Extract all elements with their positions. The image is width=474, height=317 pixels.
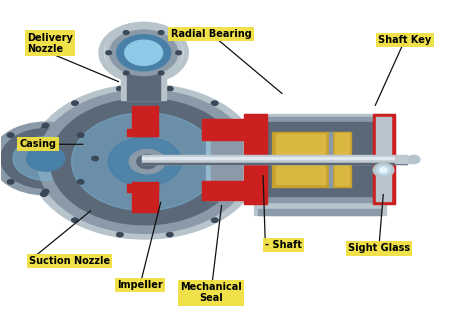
Bar <box>132 182 158 212</box>
Circle shape <box>117 232 123 237</box>
Circle shape <box>13 137 78 180</box>
Bar <box>121 70 166 100</box>
Circle shape <box>108 137 182 186</box>
Circle shape <box>242 192 249 196</box>
Circle shape <box>254 159 260 164</box>
Text: Suction Nozzle: Suction Nozzle <box>29 256 110 266</box>
Bar <box>201 181 251 199</box>
Bar <box>206 121 246 199</box>
Circle shape <box>27 146 64 171</box>
Bar <box>276 134 325 184</box>
Bar <box>135 97 152 100</box>
Circle shape <box>42 189 49 194</box>
Text: - Shaft: - Shaft <box>265 240 302 250</box>
Text: Delivery
Nozzle: Delivery Nozzle <box>27 33 73 54</box>
Bar <box>50 146 150 171</box>
Bar <box>273 132 329 187</box>
Circle shape <box>373 163 394 177</box>
Text: Impeller: Impeller <box>117 280 163 290</box>
Text: Sight Glass: Sight Glass <box>348 243 410 254</box>
Circle shape <box>380 168 387 173</box>
Circle shape <box>137 155 157 169</box>
Bar <box>46 141 155 176</box>
Bar <box>258 209 381 215</box>
Circle shape <box>376 165 391 175</box>
Bar <box>201 119 251 139</box>
Bar <box>128 128 158 136</box>
Circle shape <box>72 101 78 105</box>
Circle shape <box>92 156 99 161</box>
Circle shape <box>37 90 252 233</box>
Circle shape <box>158 71 164 75</box>
Bar <box>256 122 383 196</box>
Circle shape <box>211 101 218 105</box>
Circle shape <box>176 51 182 55</box>
Circle shape <box>129 150 165 174</box>
Bar <box>254 203 386 215</box>
Bar <box>248 117 392 202</box>
Bar <box>395 156 413 163</box>
Bar <box>332 132 351 187</box>
Circle shape <box>7 133 14 137</box>
Text: Casing: Casing <box>19 139 56 149</box>
Text: Shaft Key: Shaft Key <box>378 35 431 45</box>
Circle shape <box>41 127 47 132</box>
Circle shape <box>109 30 178 75</box>
Bar <box>244 114 267 204</box>
Bar <box>128 184 158 192</box>
Circle shape <box>77 133 84 137</box>
Circle shape <box>1 129 90 188</box>
Bar <box>143 163 407 164</box>
Circle shape <box>77 180 84 184</box>
Circle shape <box>29 159 36 164</box>
Circle shape <box>105 27 182 79</box>
Text: Mechanical
Seal: Mechanical Seal <box>180 282 242 303</box>
Bar <box>143 158 407 159</box>
Circle shape <box>41 192 47 196</box>
Bar <box>127 70 160 100</box>
Circle shape <box>72 113 218 210</box>
Bar <box>211 124 242 196</box>
Text: Radial Bearing: Radial Bearing <box>171 29 251 39</box>
Circle shape <box>42 123 49 128</box>
Bar <box>143 155 407 164</box>
Bar <box>132 107 158 136</box>
Circle shape <box>158 31 164 35</box>
Bar <box>335 133 349 185</box>
Circle shape <box>117 87 123 91</box>
Circle shape <box>72 218 78 222</box>
Circle shape <box>166 232 173 237</box>
Circle shape <box>166 87 173 91</box>
Bar <box>244 114 395 204</box>
Circle shape <box>0 122 100 195</box>
Circle shape <box>50 99 239 225</box>
Bar <box>376 118 391 201</box>
Bar <box>373 114 395 204</box>
Circle shape <box>211 218 218 222</box>
Circle shape <box>125 40 163 65</box>
Bar <box>129 97 158 100</box>
Circle shape <box>408 155 420 164</box>
Circle shape <box>29 84 261 239</box>
Circle shape <box>106 51 111 55</box>
Circle shape <box>117 35 171 71</box>
Bar <box>329 132 332 187</box>
Circle shape <box>123 31 129 35</box>
Circle shape <box>123 71 129 75</box>
Circle shape <box>242 127 249 132</box>
Circle shape <box>7 180 14 184</box>
